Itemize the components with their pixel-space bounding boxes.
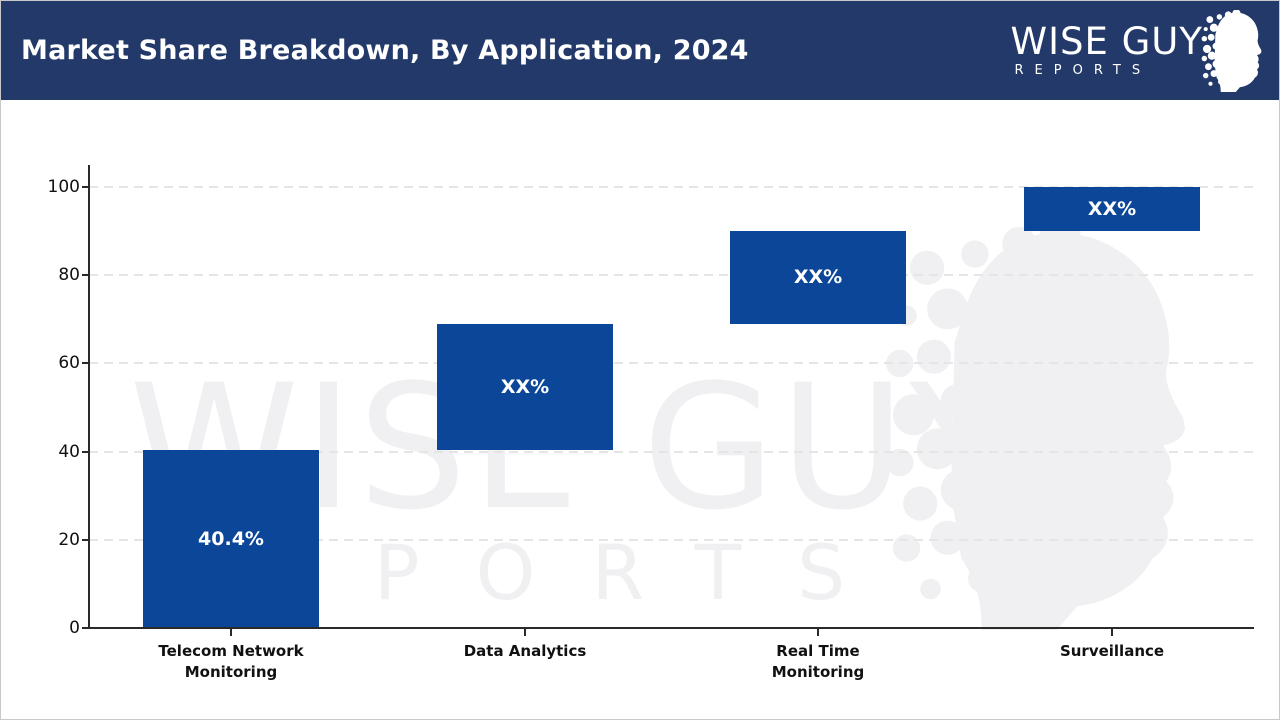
y-tick xyxy=(82,186,89,188)
y-tick xyxy=(82,274,89,277)
category-label: Data Analytics xyxy=(463,642,587,660)
x-tick xyxy=(524,628,526,636)
brand-logo: WISE GUY REPORTS xyxy=(1011,9,1263,92)
gridline xyxy=(89,450,1254,453)
y-tick xyxy=(82,627,89,629)
x-tick xyxy=(817,628,819,636)
wiseguy-face-icon xyxy=(1201,9,1262,92)
gridline xyxy=(89,274,1254,277)
bar-value-label: XX% xyxy=(1087,198,1137,221)
x-tick xyxy=(230,628,232,636)
waterfall-chart: 0 20 40 60 80 100 40.4% XX% XX% XX% Telecom Networ… xyxy=(1,100,1279,719)
brand-name: WISE GUY xyxy=(1010,20,1203,63)
chart-title: Market Share Breakdown, By Application, … xyxy=(21,35,749,66)
x-tick xyxy=(1111,628,1113,636)
bar-value-label: 40.4% xyxy=(198,527,264,550)
y-tick-label: 60 xyxy=(58,353,80,374)
brand-subname: REPORTS xyxy=(1014,63,1152,78)
y-axis xyxy=(88,165,90,629)
category-label: Surveillance xyxy=(1059,642,1165,660)
category-label: Telecom Network Monitoring xyxy=(158,642,304,681)
gridline xyxy=(89,186,1254,188)
bar-value-label: XX% xyxy=(793,266,843,289)
bar-data-analytics xyxy=(437,323,613,450)
y-tick-label: 20 xyxy=(58,529,80,550)
header-bar: Market Share Breakdown, By Application, … xyxy=(1,1,1279,100)
gridline xyxy=(89,538,1254,541)
bar-telecom-network-monitoring xyxy=(143,449,319,628)
y-tick-label: 40 xyxy=(58,441,80,462)
y-tick xyxy=(82,450,89,453)
brand-wordmark: WISE GUY REPORTS xyxy=(1011,23,1203,78)
category-label: Real Time Monitoring xyxy=(771,642,865,681)
bar-value-label: XX% xyxy=(500,375,550,398)
bar-real-time-monitoring xyxy=(730,231,906,324)
y-tick-label: 0 xyxy=(69,618,80,638)
y-tick-label: 100 xyxy=(47,177,80,197)
y-tick-label: 80 xyxy=(58,265,80,286)
y-tick xyxy=(82,538,89,541)
gridline xyxy=(89,362,1254,365)
y-tick xyxy=(82,362,89,365)
x-axis xyxy=(88,627,1254,629)
